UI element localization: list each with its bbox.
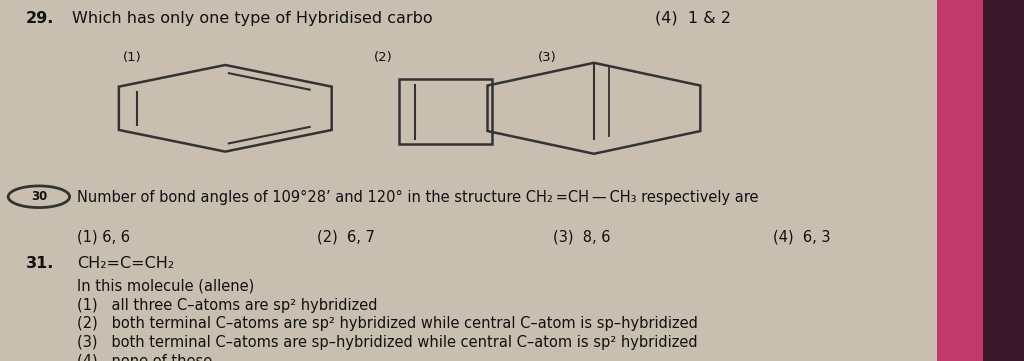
Text: (2)  6, 7: (2) 6, 7 xyxy=(317,229,376,244)
Text: (4)  1 & 2: (4) 1 & 2 xyxy=(655,11,731,26)
Text: (2): (2) xyxy=(374,51,392,64)
Bar xyxy=(983,0,1024,361)
Text: (3): (3) xyxy=(538,51,556,64)
Bar xyxy=(399,79,492,144)
Text: (4)  6, 3: (4) 6, 3 xyxy=(773,229,830,244)
Text: CH₂=C=CH₂: CH₂=C=CH₂ xyxy=(77,256,174,271)
Text: 30: 30 xyxy=(31,190,47,203)
Bar xyxy=(937,0,1024,361)
Text: (1)   all three C–atoms are sp² hybridized: (1) all three C–atoms are sp² hybridized xyxy=(77,298,377,313)
Text: (3)   both terminal C–atoms are sp–hybridized while central C–atom is sp² hybrid: (3) both terminal C–atoms are sp–hybridi… xyxy=(77,335,697,350)
Text: (1) 6, 6: (1) 6, 6 xyxy=(77,229,130,244)
Text: (1): (1) xyxy=(123,51,141,64)
Text: Number of bond angles of 109°28’ and 120° in the structure CH₂ =CH — CH₃ respect: Number of bond angles of 109°28’ and 120… xyxy=(77,190,759,205)
Text: (2)   both terminal C–atoms are sp² hybridized while central C–atom is sp–hybrid: (2) both terminal C–atoms are sp² hybrid… xyxy=(77,316,697,331)
Text: In this molecule (allene): In this molecule (allene) xyxy=(77,279,254,294)
Text: 29.: 29. xyxy=(26,11,54,26)
Text: (3)  8, 6: (3) 8, 6 xyxy=(553,229,610,244)
Text: (4)   none of these: (4) none of these xyxy=(77,353,212,361)
Text: Which has only one type of Hybridised carbo: Which has only one type of Hybridised ca… xyxy=(72,11,432,26)
Text: 31.: 31. xyxy=(26,256,54,271)
